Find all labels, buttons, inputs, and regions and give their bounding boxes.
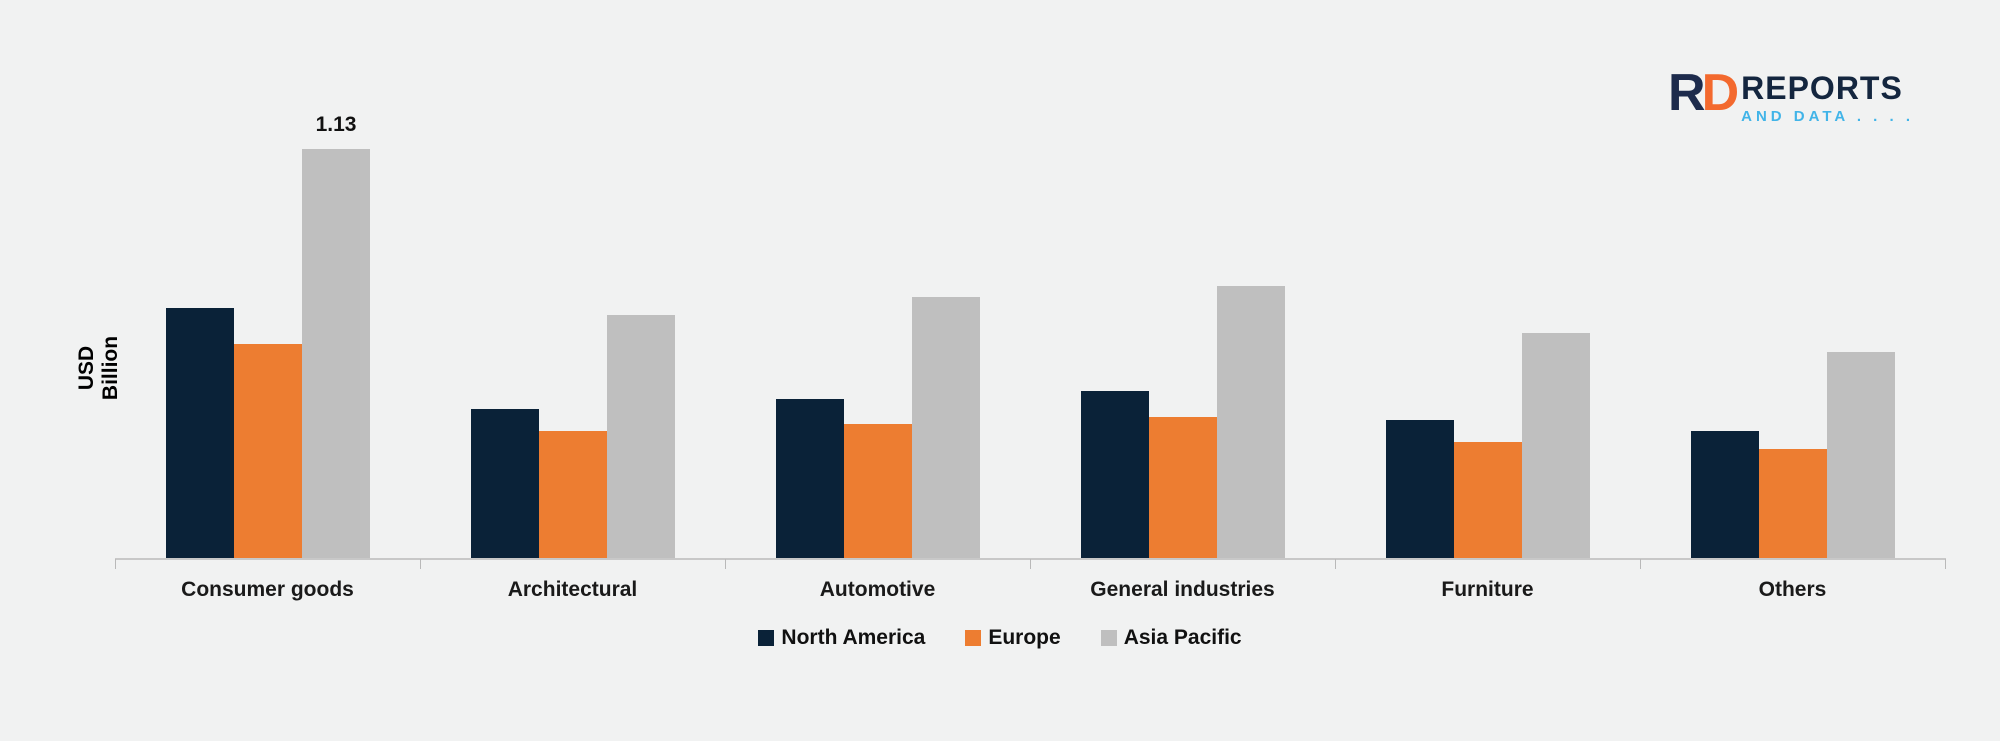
logo-subtitle: AND DATA . . . . — [1741, 108, 1915, 125]
x-axis-tick — [420, 559, 421, 569]
bar-north-america-general-industries — [1081, 391, 1149, 558]
x-axis-tick — [1640, 559, 1641, 569]
legend-label: North America — [781, 626, 926, 649]
bar-europe-others — [1759, 449, 1827, 558]
bar-north-america-automotive — [776, 399, 844, 558]
bar-north-america-consumer-goods — [166, 308, 234, 558]
logo-rd-mark-icon: RD — [1668, 67, 1739, 119]
bar-asia-pacific-architectural — [607, 315, 675, 558]
logo-mark-r: R — [1668, 64, 1706, 122]
bar-north-america-architectural — [471, 409, 539, 558]
bar-asia-pacific-consumer-goods — [302, 149, 370, 558]
x-axis-tick — [725, 559, 726, 569]
bar-europe-furniture — [1454, 442, 1522, 558]
bar-north-america-others — [1691, 431, 1759, 558]
legend-item-asia-pacific: Asia Pacific — [1100, 626, 1242, 650]
legend-item-north-america: North America — [758, 626, 925, 650]
logo-text: REPORTS AND DATA . . . . — [1741, 70, 1914, 125]
bar-value-label: 1.13 — [315, 113, 357, 136]
x-axis-tick — [1335, 559, 1336, 569]
legend-swatch-icon — [965, 630, 982, 646]
bar-europe-automotive — [844, 424, 912, 558]
x-axis-label-consumer-goods: Consumer goods — [181, 578, 354, 601]
x-axis-labels: Consumer goods Architectural Automotive Gen… — [115, 578, 1945, 606]
x-axis-label-furniture: Furniture — [1441, 578, 1534, 601]
logo-title: REPORTS — [1741, 70, 1903, 106]
x-axis-tick — [115, 559, 116, 569]
legend-swatch-icon — [758, 630, 775, 646]
x-axis-tick — [1945, 559, 1946, 569]
bar-asia-pacific-furniture — [1522, 333, 1590, 558]
legend-item-europe: Europe — [965, 626, 1061, 650]
bar-asia-pacific-automotive — [912, 297, 980, 558]
x-axis-tick — [1030, 559, 1031, 569]
plot-area: 1.13 — [115, 98, 1945, 558]
legend-label: Europe — [988, 626, 1061, 649]
x-axis-label-automotive: Automotive — [819, 578, 936, 601]
x-axis-label-architectural: Architectural — [507, 578, 638, 601]
legend-label: Asia Pacific — [1123, 626, 1242, 649]
bar-north-america-furniture — [1386, 420, 1454, 558]
legend: North America Europe Asia Pacific — [0, 626, 2000, 650]
bar-asia-pacific-general-industries — [1217, 286, 1285, 558]
bar-europe-architectural — [539, 431, 607, 558]
x-axis-label-general-industries: General industries — [1090, 578, 1275, 601]
legend-swatch-icon — [1100, 630, 1117, 646]
bar-europe-general-industries — [1149, 417, 1217, 558]
bar-europe-consumer-goods — [234, 344, 302, 558]
reports-and-data-logo: RD REPORTS AND DATA . . . . — [1668, 67, 1914, 125]
bar-asia-pacific-others — [1827, 352, 1895, 558]
logo-mark-d: D — [1701, 64, 1740, 122]
x-axis-label-others: Others — [1758, 578, 1827, 601]
